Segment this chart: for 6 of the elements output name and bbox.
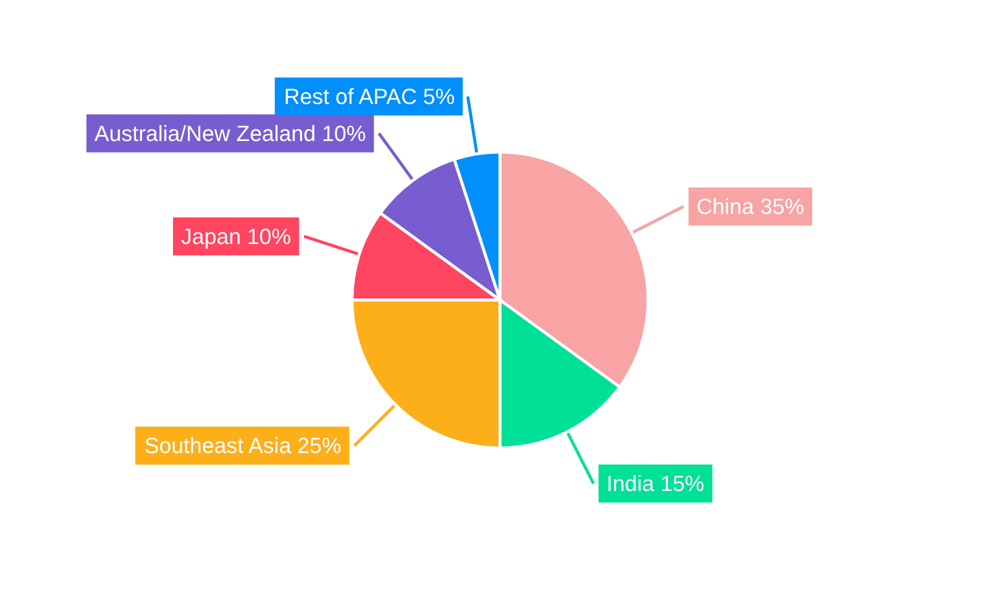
slice-label: Rest of APAC 5% (284, 84, 455, 110)
slice-label: China 35% (696, 194, 804, 219)
slice-label: India 15% (606, 471, 704, 496)
slice-label: Australia/New Zealand 10% (94, 120, 366, 146)
slice-label: Japan 10% (180, 224, 292, 249)
slice-label: Southeast Asia 25% (144, 433, 342, 458)
